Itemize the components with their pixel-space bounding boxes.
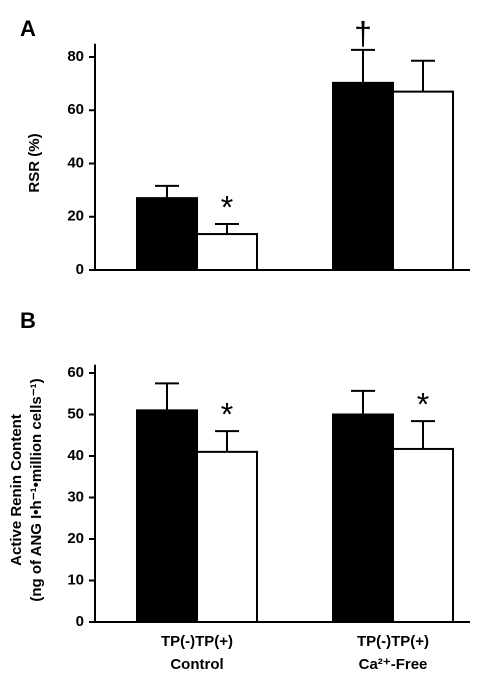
y-axis-label: Active Renin Content	[8, 414, 25, 566]
bar	[196, 450, 258, 623]
bar	[136, 197, 198, 271]
y-tick-label: 10	[67, 571, 84, 588]
bar	[332, 81, 394, 271]
x-tick-label: TP(-)TP(+)	[357, 633, 429, 650]
significance-marker: *	[221, 397, 233, 433]
bar	[196, 233, 258, 272]
y-tick-label: 60	[67, 364, 84, 381]
y-tick-label: 50	[67, 405, 84, 422]
bar	[332, 413, 394, 623]
panel-label: A	[20, 16, 36, 41]
y-tick-label: 20	[67, 530, 84, 547]
bar	[392, 90, 454, 271]
x-tick-label: TP(-)TP(+)	[161, 633, 233, 650]
significance-marker: *	[417, 387, 429, 423]
y-tick-label: 80	[67, 48, 84, 65]
significance-marker: *	[221, 189, 233, 225]
y-tick-label: 60	[67, 101, 84, 118]
x-tick-label: Ca²⁺-Free	[359, 656, 428, 673]
bar	[392, 447, 454, 623]
panel-label: B	[20, 308, 36, 333]
y-axis-label: (ng of ANG I•h⁻¹•million cells⁻¹)	[28, 378, 45, 601]
bar	[136, 409, 198, 623]
y-tick-label: 0	[76, 261, 84, 278]
x-tick-label: Control	[170, 656, 223, 673]
significance-marker: †	[354, 15, 372, 51]
y-tick-label: 30	[67, 488, 84, 505]
y-tick-label: 40	[67, 154, 84, 171]
y-tick-label: 40	[67, 447, 84, 464]
y-axis-label: RSR (%)	[26, 133, 43, 192]
y-tick-label: 20	[67, 208, 84, 225]
y-tick-label: 0	[76, 613, 84, 630]
